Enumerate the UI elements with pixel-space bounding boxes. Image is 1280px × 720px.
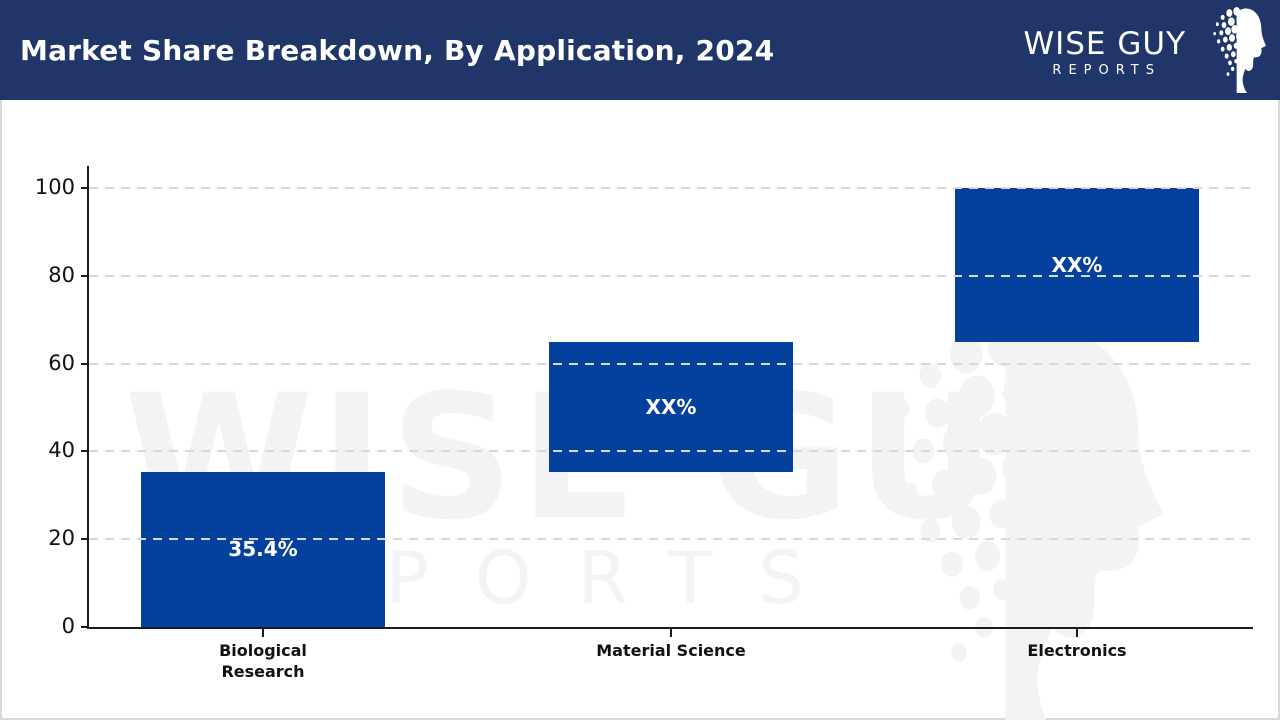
x-axis-tick (262, 629, 264, 637)
y-axis-tick (81, 274, 88, 277)
grid-line (89, 450, 1253, 453)
grid-line (89, 362, 1253, 365)
page-title: Market Share Breakdown, By Application, … (20, 33, 775, 67)
x-axis-tick (1076, 629, 1078, 637)
x-axis-line (87, 627, 1253, 629)
grid-line (89, 538, 1253, 541)
grid-line (89, 187, 1253, 189)
y-axis-tick (81, 538, 88, 541)
y-axis-tick (81, 187, 88, 189)
y-tick-label: 40 (48, 438, 75, 463)
grid-line (89, 274, 1253, 277)
y-axis-tick (81, 362, 88, 365)
y-tick-label: 60 (48, 350, 75, 375)
header: Market Share Breakdown, By Application, … (0, 0, 1280, 100)
bar: 35.4% (141, 471, 385, 627)
bar-value-label: XX% (645, 394, 697, 419)
logo-text: WISE GUY REPORTS (1023, 25, 1186, 78)
y-axis-tick (81, 626, 88, 628)
x-axis-tick (670, 629, 672, 637)
dotted-head-icon (1213, 7, 1266, 93)
logo-subtitle: REPORTS (1052, 62, 1162, 78)
x-category-label: Electronics (1027, 641, 1127, 660)
y-axis-line (87, 166, 89, 629)
logo-wordmark: WISE GUY (1023, 25, 1186, 62)
y-tick-label: 0 (61, 614, 75, 638)
bar: XX% (955, 188, 1199, 342)
wise-guy-logo: WISE GUY REPORTS (1023, 4, 1268, 96)
y-tick-label: 20 (48, 526, 75, 551)
x-category-label: Biological Research (219, 641, 307, 681)
y-tick-label: 80 (48, 262, 75, 287)
bar-value-label: 35.4% (228, 537, 298, 562)
y-axis-tick (81, 450, 88, 453)
bar-value-label: XX% (1051, 252, 1103, 277)
x-category-label: Material Science (596, 641, 746, 660)
y-tick-label: 100 (34, 175, 75, 199)
